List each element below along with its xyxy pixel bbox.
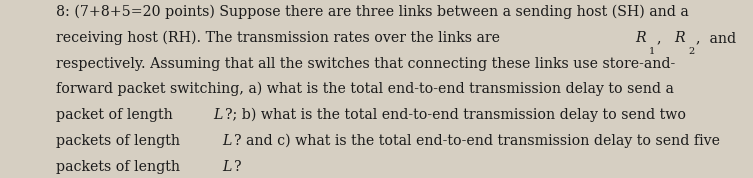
Text: L: L [213,108,222,122]
Text: packets of length: packets of length [56,134,185,148]
Text: ,: , [657,31,671,45]
Text: ?; b) what is the total end-to-end transmission delay to send two: ?; b) what is the total end-to-end trans… [225,108,686,122]
Text: ?: ? [234,160,242,174]
Text: ? and c) what is the total end-to-end transmission delay to send five: ? and c) what is the total end-to-end tr… [234,134,721,148]
Text: packets of length: packets of length [56,160,185,174]
Text: 1: 1 [649,47,655,56]
Text: respectively. Assuming that all the switches that connecting these links use sto: respectively. Assuming that all the swit… [56,57,675,71]
Text: receiving host (RH). The transmission rates over the links are: receiving host (RH). The transmission ra… [56,30,505,45]
Text: L: L [222,160,232,174]
Text: R: R [636,31,646,45]
Text: 2: 2 [688,47,694,56]
Text: ,  and: , and [697,31,745,45]
Text: packet of length: packet of length [56,108,178,122]
Text: R: R [675,31,685,45]
Text: forward packet switching, a) what is the total end-to-end transmission delay to : forward packet switching, a) what is the… [56,82,675,96]
Text: 8: (7+8+5=20 points) Suppose there are three links between a sending host (SH) a: 8: (7+8+5=20 points) Suppose there are t… [56,5,689,19]
Text: L: L [222,134,232,148]
